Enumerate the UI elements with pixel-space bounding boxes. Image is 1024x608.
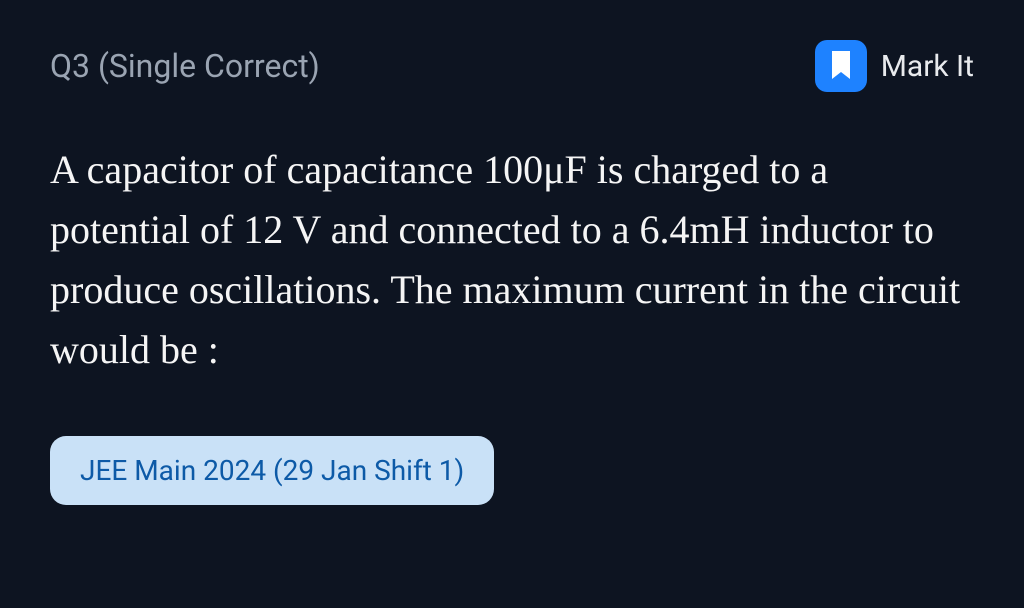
question-number-label: Q3 (Single Correct) [50,47,320,85]
exam-source-tag[interactable]: JEE Main 2024 (29 Jan Shift 1) [50,436,494,505]
bookmark-icon [829,51,853,81]
mark-it-label: Mark It [881,49,974,84]
question-body: A capacitor of capacitance 100μF is char… [50,140,974,380]
question-header: Q3 (Single Correct) Mark It [50,40,974,92]
bookmark-button[interactable] [815,40,867,92]
mark-it-group: Mark It [815,40,974,92]
